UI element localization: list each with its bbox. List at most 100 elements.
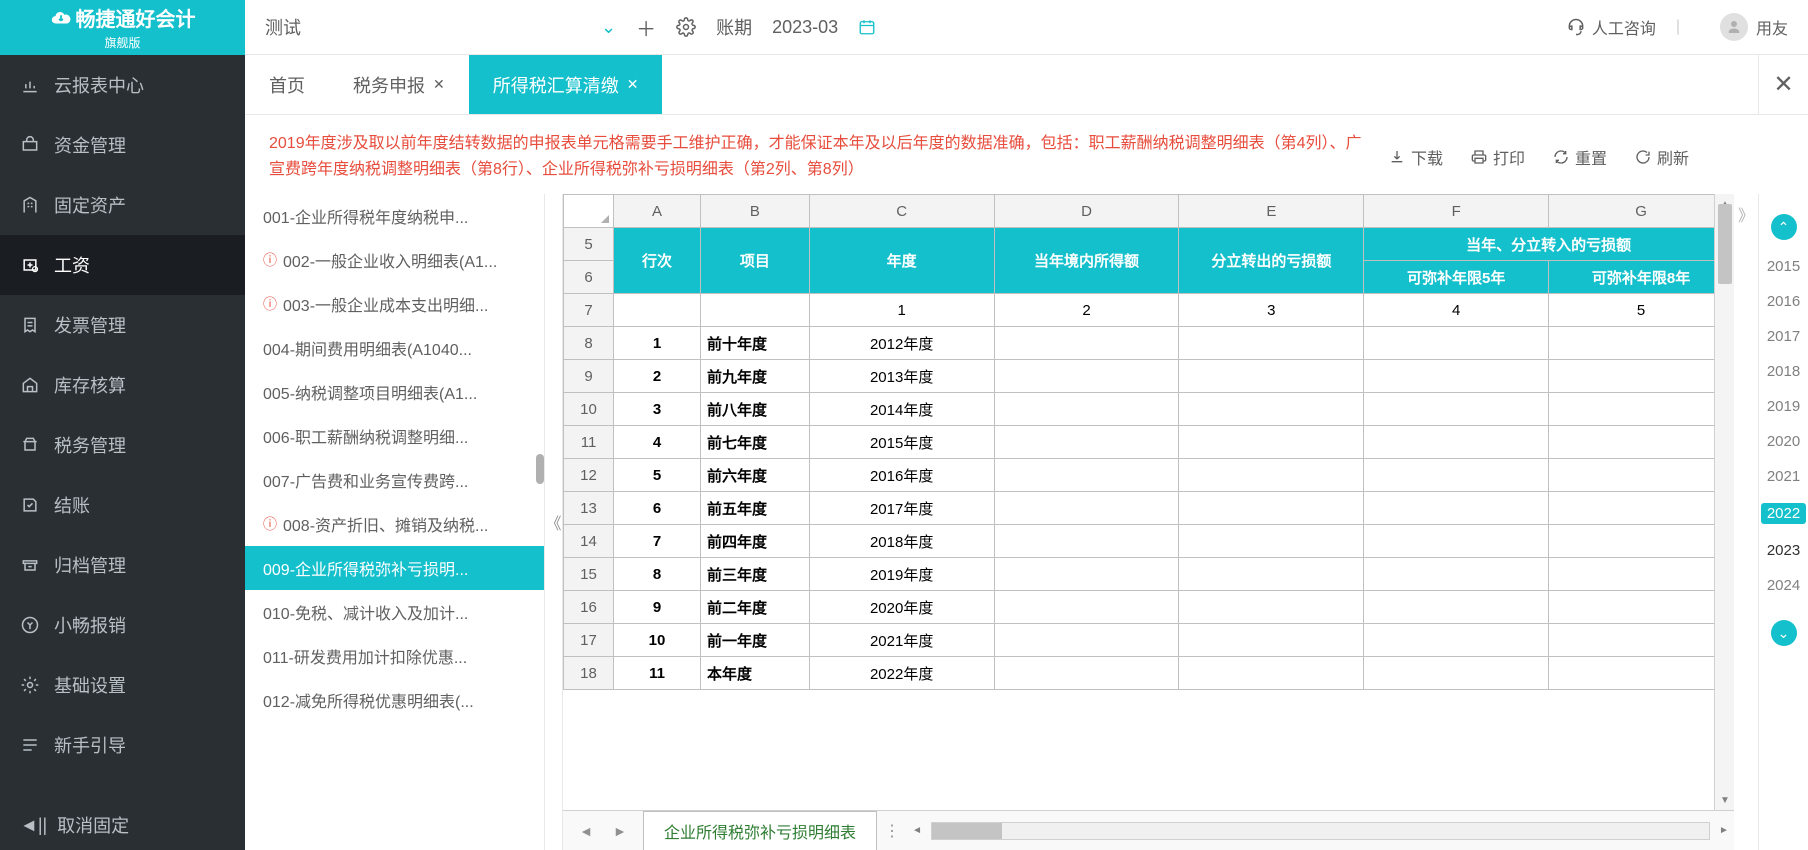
cell[interactable] [1364,591,1549,624]
sidebar-item-11[interactable]: 新手引导 [0,715,245,775]
report-item-5[interactable]: 006-职工薪酬纳税调整明细... [245,414,544,458]
cell[interactable] [1179,459,1364,492]
cell[interactable] [1549,327,1734,360]
cell[interactable] [1549,360,1734,393]
cell[interactable] [1549,459,1734,492]
row-num[interactable]: 10 [564,393,614,426]
cell[interactable] [994,360,1179,393]
cell[interactable]: 前三年度 [701,558,810,591]
report-item-6[interactable]: 007-广告费和业务宣传费跨... [245,458,544,502]
cell[interactable]: 2022年度 [809,657,994,690]
row-num[interactable]: 16 [564,591,614,624]
tab-2[interactable]: 所得税汇算清缴✕ [469,55,663,114]
col-header[interactable]: G [1549,195,1734,228]
cell[interactable] [701,294,810,327]
sidebar-item-7[interactable]: 结账 [0,475,245,535]
cell[interactable] [1364,525,1549,558]
cell[interactable] [994,492,1179,525]
sidebar-item-2[interactable]: 固定资产 [0,175,245,235]
consult-button[interactable]: 人工咨询 [1566,15,1656,39]
cell[interactable] [1364,426,1549,459]
report-item-8[interactable]: 009-企业所得税弥补亏损明... [245,546,544,590]
cell[interactable]: 前二年度 [701,591,810,624]
sheet-nav[interactable]: ◄► [563,823,643,839]
print-button[interactable]: 打印 [1471,145,1525,169]
cell[interactable]: 8 [614,558,701,591]
year-2016[interactable]: 2016 [1767,293,1800,310]
row-num[interactable]: 7 [564,294,614,327]
collapse-left-icon[interactable]: 《 [545,194,563,850]
cell[interactable] [994,426,1179,459]
cell[interactable] [1549,657,1734,690]
cell[interactable] [994,657,1179,690]
cell[interactable] [1364,459,1549,492]
cell[interactable] [994,393,1179,426]
year-2020[interactable]: 2020 [1767,433,1800,450]
cell[interactable] [1179,624,1364,657]
report-item-10[interactable]: 011-研发费用加计扣除优惠... [245,634,544,678]
download-button[interactable]: 下载 [1389,145,1443,169]
cell[interactable]: 本年度 [701,657,810,690]
cell[interactable]: 1 [809,294,994,327]
col-header[interactable]: E [1179,195,1364,228]
cell[interactable]: 2021年度 [809,624,994,657]
cell[interactable]: 2013年度 [809,360,994,393]
row-num[interactable]: 8 [564,327,614,360]
gear-icon[interactable] [676,17,696,37]
report-item-7[interactable]: ⓘ008-资产折旧、摊销及纳税... [245,502,544,546]
col-header[interactable]: D [994,195,1179,228]
close-icon[interactable]: ✕ [627,76,639,93]
cell[interactable] [1179,558,1364,591]
cell[interactable] [1364,492,1549,525]
scroll-down-icon[interactable]: ▼ [1715,790,1734,810]
sidebar-item-6[interactable]: 税务管理 [0,415,245,475]
report-item-0[interactable]: 001-企业所得税年度纳税申... [245,194,544,238]
row-num[interactable]: 13 [564,492,614,525]
account-label[interactable]: 测试 [265,14,301,40]
cell[interactable] [1549,525,1734,558]
cell[interactable] [1364,360,1549,393]
cell[interactable]: 2 [614,360,701,393]
close-icon[interactable]: ✕ [433,76,445,93]
col-header[interactable]: A [614,195,701,228]
scrollbar-thumb[interactable] [536,454,544,484]
row-num[interactable]: 15 [564,558,614,591]
cell[interactable] [994,327,1179,360]
cell[interactable]: 3 [1179,294,1364,327]
cell[interactable]: 前十年度 [701,327,810,360]
cell[interactable] [1364,624,1549,657]
row-num[interactable]: 11 [564,426,614,459]
year-2024[interactable]: 2024 [1767,577,1800,594]
year-2023[interactable]: 2023 [1767,542,1800,559]
tab-0[interactable]: 首页 [245,55,329,114]
year-2019[interactable]: 2019 [1767,398,1800,415]
cell[interactable] [994,624,1179,657]
year-2015[interactable]: 2015 [1767,258,1800,275]
cell[interactable]: 10 [614,624,701,657]
cell[interactable] [1549,426,1734,459]
cell[interactable] [1179,492,1364,525]
cell[interactable]: 前九年度 [701,360,810,393]
sidebar-item-10[interactable]: 基础设置 [0,655,245,715]
cell[interactable]: 前四年度 [701,525,810,558]
report-item-4[interactable]: 005-纳税调整项目明细表(A1... [245,370,544,414]
cell[interactable] [1364,558,1549,591]
year-down-icon[interactable]: ⌄ [1771,620,1797,646]
expand-right-icon[interactable]: 》 [1734,194,1758,850]
year-2017[interactable]: 2017 [1767,328,1800,345]
row-num[interactable]: 6 [564,261,614,294]
cell[interactable]: 2 [994,294,1179,327]
cell[interactable] [1549,492,1734,525]
row-num[interactable]: 9 [564,360,614,393]
cell[interactable]: 5 [614,459,701,492]
cell[interactable]: 2020年度 [809,591,994,624]
row-num[interactable]: 14 [564,525,614,558]
cell[interactable] [1549,624,1734,657]
cell[interactable]: 5 [1549,294,1734,327]
report-item-9[interactable]: 010-免税、减计收入及加计... [245,590,544,634]
col-header[interactable]: B [701,195,810,228]
cell[interactable]: 4 [614,426,701,459]
close-all-tabs[interactable]: ✕ [1758,55,1808,114]
cell[interactable] [1179,327,1364,360]
cell[interactable]: 2017年度 [809,492,994,525]
